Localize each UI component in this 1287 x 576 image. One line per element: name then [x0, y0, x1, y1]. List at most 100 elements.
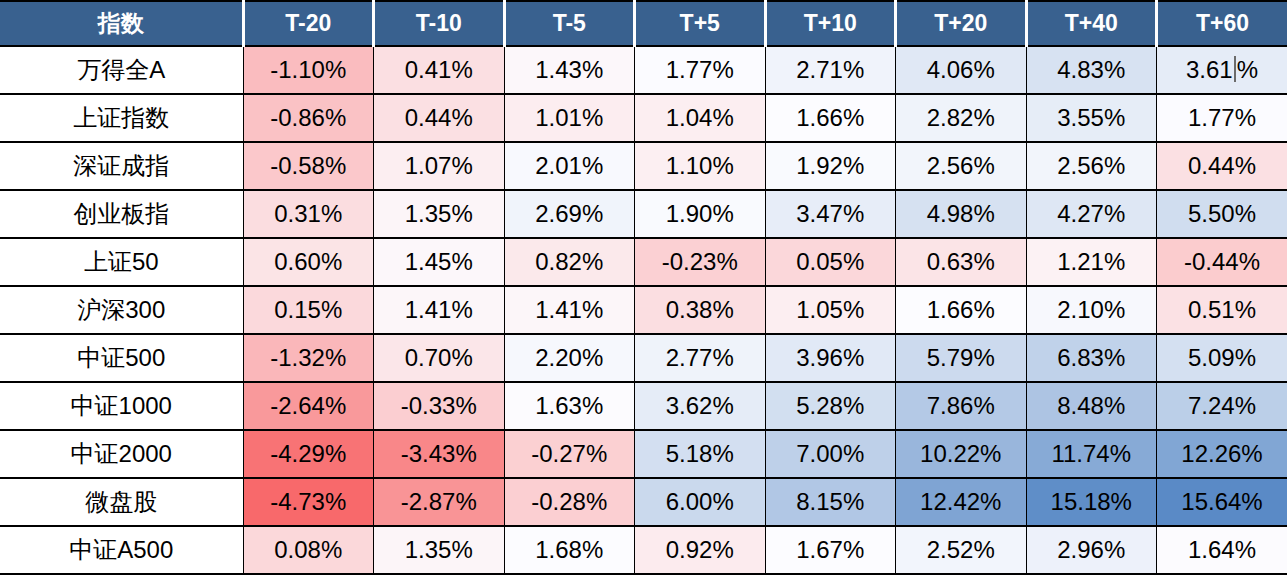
value-cell: 2.01% [504, 142, 635, 190]
table-row: 沪深3000.15%1.41%1.41%0.38%1.05%1.66%2.10%… [0, 286, 1287, 334]
table-row: 上证500.60%1.45%0.82%-0.23%0.05%0.63%1.21%… [0, 238, 1287, 286]
index-name-cell: 万得全A [0, 46, 243, 94]
table-header-row: 指数T-20T-10T-5T+5T+10T+20T+40T+60 [0, 1, 1287, 46]
value-cell: 1.41% [504, 286, 635, 334]
value-cell: -1.10% [243, 46, 374, 94]
value-cell: 2.10% [1026, 286, 1157, 334]
value-cell: 1.35% [374, 190, 505, 238]
header-cell-tminus20: T-20 [243, 1, 374, 46]
value-cell: 12.42% [896, 478, 1027, 526]
value-cell: 1.10% [635, 142, 766, 190]
value-cell: 0.44% [1157, 142, 1287, 190]
value-cell: 2.96% [1026, 526, 1157, 574]
index-name-cell: 中证A500 [0, 526, 243, 574]
value-cell: -0.44% [1157, 238, 1287, 286]
value-cell: 0.60% [243, 238, 374, 286]
value-text: % [1237, 56, 1258, 83]
table-row: 上证指数-0.86%0.44%1.01%1.04%1.66%2.82%3.55%… [0, 94, 1287, 142]
value-cell: 0.05% [765, 238, 896, 286]
value-cell: 4.06% [896, 46, 1027, 94]
value-cell: 5.28% [765, 382, 896, 430]
value-cell: 2.20% [504, 334, 635, 382]
index-name-cell: 沪深300 [0, 286, 243, 334]
value-cell: 4.98% [896, 190, 1027, 238]
value-cell: 1.64% [1157, 526, 1287, 574]
table-row: 微盘股-4.73%-2.87%-0.28%6.00%8.15%12.42% 15.… [0, 478, 1287, 526]
value-cell: 1.35% [374, 526, 505, 574]
value-cell: 2.77% [635, 334, 766, 382]
value-cell: 1.68% [504, 526, 635, 574]
index-event-return-heatmap-table: 指数T-20T-10T-5T+5T+10T+20T+40T+60 万得全A-1.… [0, 0, 1287, 575]
value-cell: -1.32% [243, 334, 374, 382]
text-cursor-icon [1234, 56, 1236, 82]
value-cell: 3.61% [1157, 46, 1287, 94]
value-cell: 0.31% [243, 190, 374, 238]
value-cell: 3.96% [765, 334, 896, 382]
value-cell: 4.83% [1026, 46, 1157, 94]
header-cell-tplus10: T+10 [765, 1, 896, 46]
value-cell: 0.41% [374, 46, 505, 94]
value-cell: -4.29% [243, 430, 374, 478]
value-cell: 6.00% [635, 478, 766, 526]
table-row: 万得全A-1.10%0.41%1.43%1.77%2.71%4.06%4.83%… [0, 46, 1287, 94]
index-name-cell: 微盘股 [0, 478, 243, 526]
value-cell: 0.51% [1157, 286, 1287, 334]
value-cell: 1.66% [896, 286, 1027, 334]
value-cell: -0.58% [243, 142, 374, 190]
value-cell: 0.92% [635, 526, 766, 574]
value-cell: 1.77% [635, 46, 766, 94]
value-cell: 1.63% [504, 382, 635, 430]
header-cell-tplus60: T+60 [1157, 1, 1287, 46]
value-cell: 7.24% [1157, 382, 1287, 430]
report-page: 指数T-20T-10T-5T+5T+10T+20T+40T+60 万得全A-1.… [0, 0, 1287, 576]
header-cell-tminus5: T-5 [504, 1, 635, 46]
value-cell: 8.15% [765, 478, 896, 526]
value-cell: 5.79% [896, 334, 1027, 382]
value-cell: 15.64% [1157, 478, 1287, 526]
value-cell: -0.23% [635, 238, 766, 286]
header-cell-tplus5: T+5 [635, 1, 766, 46]
value-cell: 12.26% [1157, 430, 1287, 478]
value-cell: 1.07% [374, 142, 505, 190]
index-name-cell: 创业板指 [0, 190, 243, 238]
value-cell: 1.90% [635, 190, 766, 238]
table-row: 中证2000-4.29%-3.43%-0.27%5.18%7.00%10.22%… [0, 430, 1287, 478]
value-cell: 0.08% [243, 526, 374, 574]
value-cell: 1.05% [765, 286, 896, 334]
value-cell: 2.56% [1026, 142, 1157, 190]
value-cell: 2.69% [504, 190, 635, 238]
value-cell: 5.18% [635, 430, 766, 478]
value-cell: 4.27% [1026, 190, 1157, 238]
value-cell: 1.01% [504, 94, 635, 142]
value-cell: 1.45% [374, 238, 505, 286]
value-cell: 3.55% [1026, 94, 1157, 142]
value-cell: 3.62% [635, 382, 766, 430]
header-cell-tminus10: T-10 [374, 1, 505, 46]
index-name-cell: 上证指数 [0, 94, 243, 142]
value-cell: 0.38% [635, 286, 766, 334]
value-cell: -2.87% [374, 478, 505, 526]
value-cell: 6.83% [1026, 334, 1157, 382]
value-cell: -0.86% [243, 94, 374, 142]
value-cell: -0.28% [504, 478, 635, 526]
header-cell-index: 指数 [0, 1, 243, 46]
value-cell: 2.82% [896, 94, 1027, 142]
table-row: 中证A5000.08%1.35%1.68%0.92%1.67%2.52%2.96… [0, 526, 1287, 574]
value-cell: 0.70% [374, 334, 505, 382]
index-name-cell: 中证2000 [0, 430, 243, 478]
value-cell: 1.66% [765, 94, 896, 142]
value-cell: -0.33% [374, 382, 505, 430]
value-cell: 1.77% [1157, 94, 1287, 142]
index-name-cell: 中证500 [0, 334, 243, 382]
table-row: 中证1000-2.64%-0.33%1.63%3.62%5.28%7.86%8.… [0, 382, 1287, 430]
value-cell: 1.67% [765, 526, 896, 574]
value-cell: 1.43% [504, 46, 635, 94]
index-name-cell: 上证50 [0, 238, 243, 286]
value-cell: 7.00% [765, 430, 896, 478]
value-cell: -2.64% [243, 382, 374, 430]
value-cell: 2.52% [896, 526, 1027, 574]
value-cell: 0.44% [374, 94, 505, 142]
value-cell: 0.82% [504, 238, 635, 286]
value-cell: 3.47% [765, 190, 896, 238]
value-cell: -4.73% [243, 478, 374, 526]
